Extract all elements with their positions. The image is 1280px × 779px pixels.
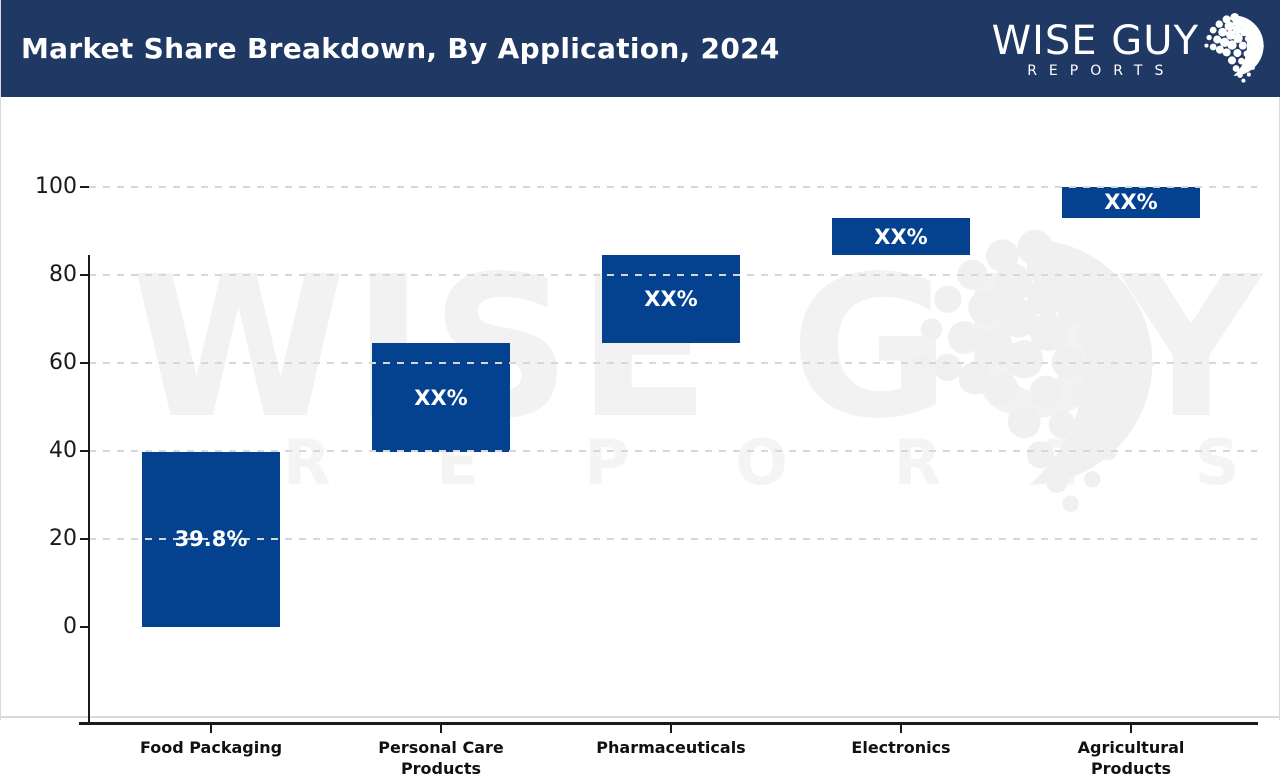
x-category-label-line: Personal Care [378,738,504,757]
y-tick-mark [80,362,89,364]
y-tick-label: 20 [49,526,77,551]
wiseguy-head-icon [1204,13,1265,83]
bar-value-label: XX% [1104,190,1158,215]
y-tick-label: 0 [63,614,77,639]
header-bar: Market Share Breakdown, By Application, … [1,0,1280,97]
x-axis-line [79,722,1258,725]
x-category-label-line: Pharmaceuticals [596,738,746,757]
y-tick-label: 60 [49,350,77,375]
bar-value-label: XX% [414,385,468,410]
x-category-label-line: Products [400,759,482,778]
y-tick-label: 100 [35,174,77,199]
page-title: Market Share Breakdown, By Application, … [21,32,780,65]
y-tick-mark [80,186,89,188]
gridline-80 [89,274,1257,276]
y-tick-mark [80,626,89,628]
x-tick-mark [1130,724,1132,733]
logo-wiseguy-label: WISE GUY [991,17,1199,64]
x-category-label-line: Electronics [851,738,951,757]
bar [832,217,970,256]
logo-reports-label: REPORTS [1027,62,1176,79]
bottom-border [1,716,1280,718]
y-tick-mark [80,538,89,540]
x-tick-mark [670,724,672,733]
x-tick-mark [900,724,902,733]
gridline-60 [89,362,1257,364]
x-tick-mark [440,724,442,733]
x-tick-mark [210,724,212,733]
x-category-label-line: Agricultural [1077,738,1185,757]
y-tick-label: 80 [49,262,77,287]
bar-value-label: XX% [874,224,928,249]
y-axis-line [88,255,90,724]
logo-text: WISE GUY REPORTS [992,20,1199,79]
y-tick-mark [80,274,89,276]
bar-value-label: 39.8% [174,527,248,552]
x-category-label: Food Packaging [96,737,326,758]
bar [372,343,510,452]
y-tick-label: 40 [49,438,77,463]
plot-area: 0 20 40 60 80 100 39.8% Food Packaging XX% Person… [1,97,1280,778]
bar [602,255,740,344]
x-category-label: Personal Care Products [326,737,556,779]
y-tick-mark [80,450,89,452]
bar-value-label: XX% [644,287,698,312]
bar [1062,187,1200,218]
x-category-label: Pharmaceuticals [556,737,786,758]
gridline-20 [89,538,1257,540]
x-category-label: Agricultural Products [1016,737,1246,779]
x-category-label: Electronics [786,737,1016,758]
x-category-label-line: Products [1090,759,1172,778]
x-category-label-line: Food Packaging [139,738,283,757]
gridline-40 [89,450,1257,452]
wise-guy-logo: WISE GUY REPORTS [992,4,1267,94]
gridline-100 [89,186,1257,188]
